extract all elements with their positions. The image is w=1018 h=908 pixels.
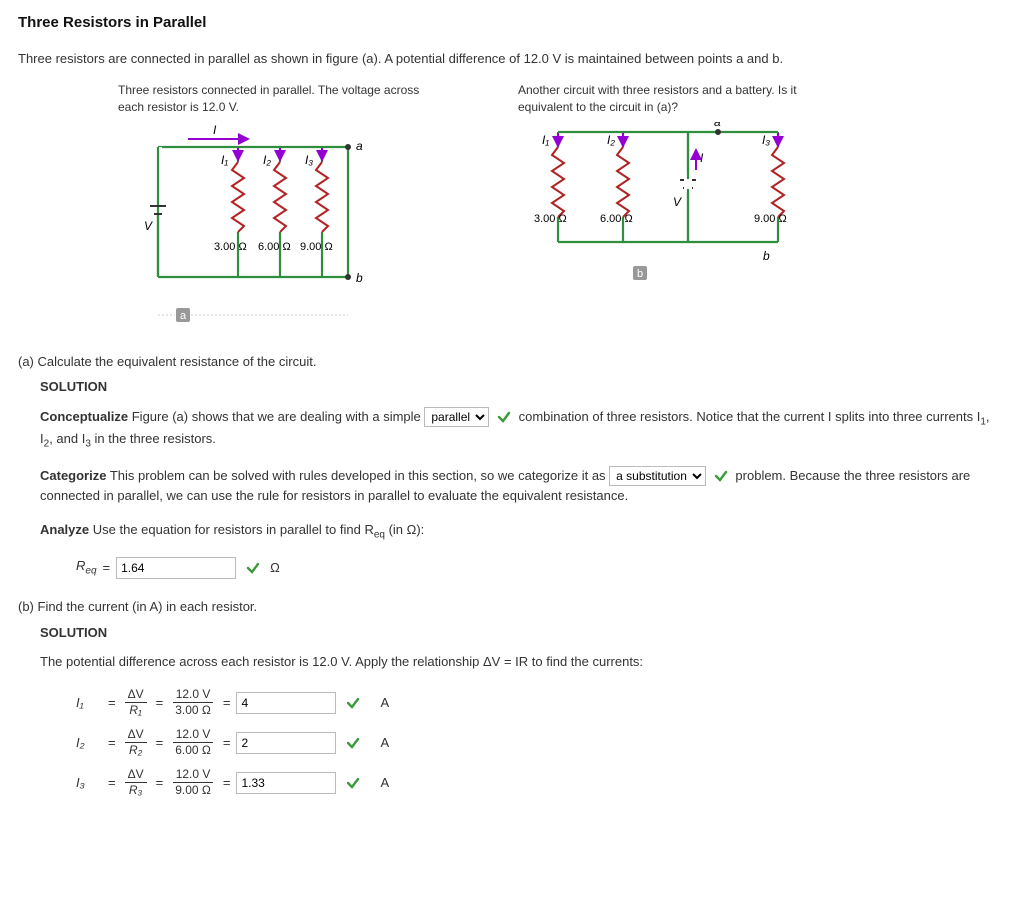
- unit-label: A: [380, 693, 389, 713]
- current-input-1[interactable]: [236, 692, 336, 714]
- solution-a-header: SOLUTION: [40, 377, 1000, 397]
- check-icon: [346, 736, 360, 750]
- svg-text:b: b: [763, 249, 770, 263]
- check-icon: [346, 776, 360, 790]
- frac-values: 12.0 V9.00 Ω: [172, 768, 214, 797]
- svg-text:9.00 Ω: 9.00 Ω: [754, 213, 787, 225]
- svg-text:V: V: [144, 219, 153, 233]
- svg-text:V: V: [673, 195, 682, 209]
- figure-b: Another circuit with three resistors and…: [518, 82, 838, 332]
- current-rows: I₁=ΔVR₁=12.0 V3.00 Ω=A I₂=ΔVR₂=12.0 V6.00…: [76, 686, 1000, 800]
- part-a-prompt: (a) Calculate the equivalent resistance …: [18, 352, 1000, 372]
- svg-text:9.00 Ω: 9.00 Ω: [300, 241, 333, 253]
- svg-text:I₃: I₃: [305, 153, 313, 167]
- frac-dv-r: ΔVR₃: [125, 768, 147, 797]
- svg-text:I₂: I₂: [607, 133, 615, 147]
- svg-text:I₂: I₂: [263, 153, 271, 167]
- svg-text:I₁: I₁: [221, 153, 228, 167]
- frac-dv-r: ΔVR₂: [125, 728, 147, 757]
- svg-text:6.00 Ω: 6.00 Ω: [258, 241, 291, 253]
- current-label: I₃: [76, 773, 102, 793]
- svg-text:I₃: I₃: [762, 133, 770, 147]
- frac-dv-r: ΔVR₁: [125, 688, 147, 717]
- req-line: Req = Ω: [76, 556, 1000, 579]
- svg-text:a: a: [356, 139, 363, 153]
- figure-a: Three resistors connected in parallel. T…: [118, 82, 438, 332]
- unit-label: A: [380, 773, 389, 793]
- figure-b-caption: Another circuit with three resistors and…: [518, 82, 838, 116]
- figures-row: Three resistors connected in parallel. T…: [118, 82, 1000, 332]
- check-icon: [497, 410, 511, 424]
- svg-text:3.00 Ω: 3.00 Ω: [534, 213, 567, 225]
- current-row: I₃=ΔVR₃=12.0 V9.00 Ω=A: [76, 766, 1000, 800]
- check-icon: [246, 561, 260, 575]
- req-input[interactable]: [116, 557, 236, 579]
- svg-text:a: a: [714, 122, 721, 129]
- svg-text:I: I: [213, 123, 217, 137]
- svg-text:I: I: [700, 151, 704, 165]
- svg-text:I₁: I₁: [542, 133, 549, 147]
- frac-values: 12.0 V3.00 Ω: [172, 688, 214, 717]
- current-row: I₁=ΔVR₁=12.0 V3.00 Ω=A: [76, 686, 1000, 720]
- page-title: Three Resistors in Parallel: [18, 12, 1000, 35]
- svg-text:b: b: [637, 268, 643, 280]
- check-icon: [346, 696, 360, 710]
- analyze-para: Analyze Use the equation for resistors i…: [40, 520, 1000, 543]
- svg-text:3.00 Ω: 3.00 Ω: [214, 241, 247, 253]
- intro-text: Three resistors are connected in paralle…: [18, 49, 1000, 69]
- categorize-para: Categorize This problem can be solved wi…: [40, 466, 1000, 506]
- figure-a-caption: Three resistors connected in parallel. T…: [118, 82, 438, 116]
- svg-text:a: a: [180, 310, 187, 322]
- part-b-prompt: (b) Find the current (in A) in each resi…: [18, 597, 1000, 617]
- solution-b-header: SOLUTION: [40, 623, 1000, 643]
- current-label: I₂: [76, 733, 102, 753]
- current-input-2[interactable]: [236, 732, 336, 754]
- svg-text:6.00 Ω: 6.00 Ω: [600, 213, 633, 225]
- parallel-select[interactable]: parallelseries: [424, 407, 489, 427]
- svg-text:b: b: [356, 271, 363, 285]
- unit-label: A: [380, 733, 389, 753]
- current-row: I₂=ΔVR₂=12.0 V6.00 Ω=A: [76, 726, 1000, 760]
- check-icon: [714, 469, 728, 483]
- current-input-3[interactable]: [236, 772, 336, 794]
- substitution-select[interactable]: a substitutionan analysis: [609, 466, 706, 486]
- frac-values: 12.0 V6.00 Ω: [172, 728, 214, 757]
- part-b-lead: The potential difference across each res…: [40, 652, 1000, 672]
- circuit-b-svg: V I a b I₁ I₂ I₃ 3.00 Ω: [518, 122, 818, 292]
- circuit-a-svg: V I: [118, 122, 418, 332]
- current-label: I₁: [76, 693, 102, 713]
- conceptualize-para: Conceptualize Figure (a) shows that we a…: [40, 407, 1000, 452]
